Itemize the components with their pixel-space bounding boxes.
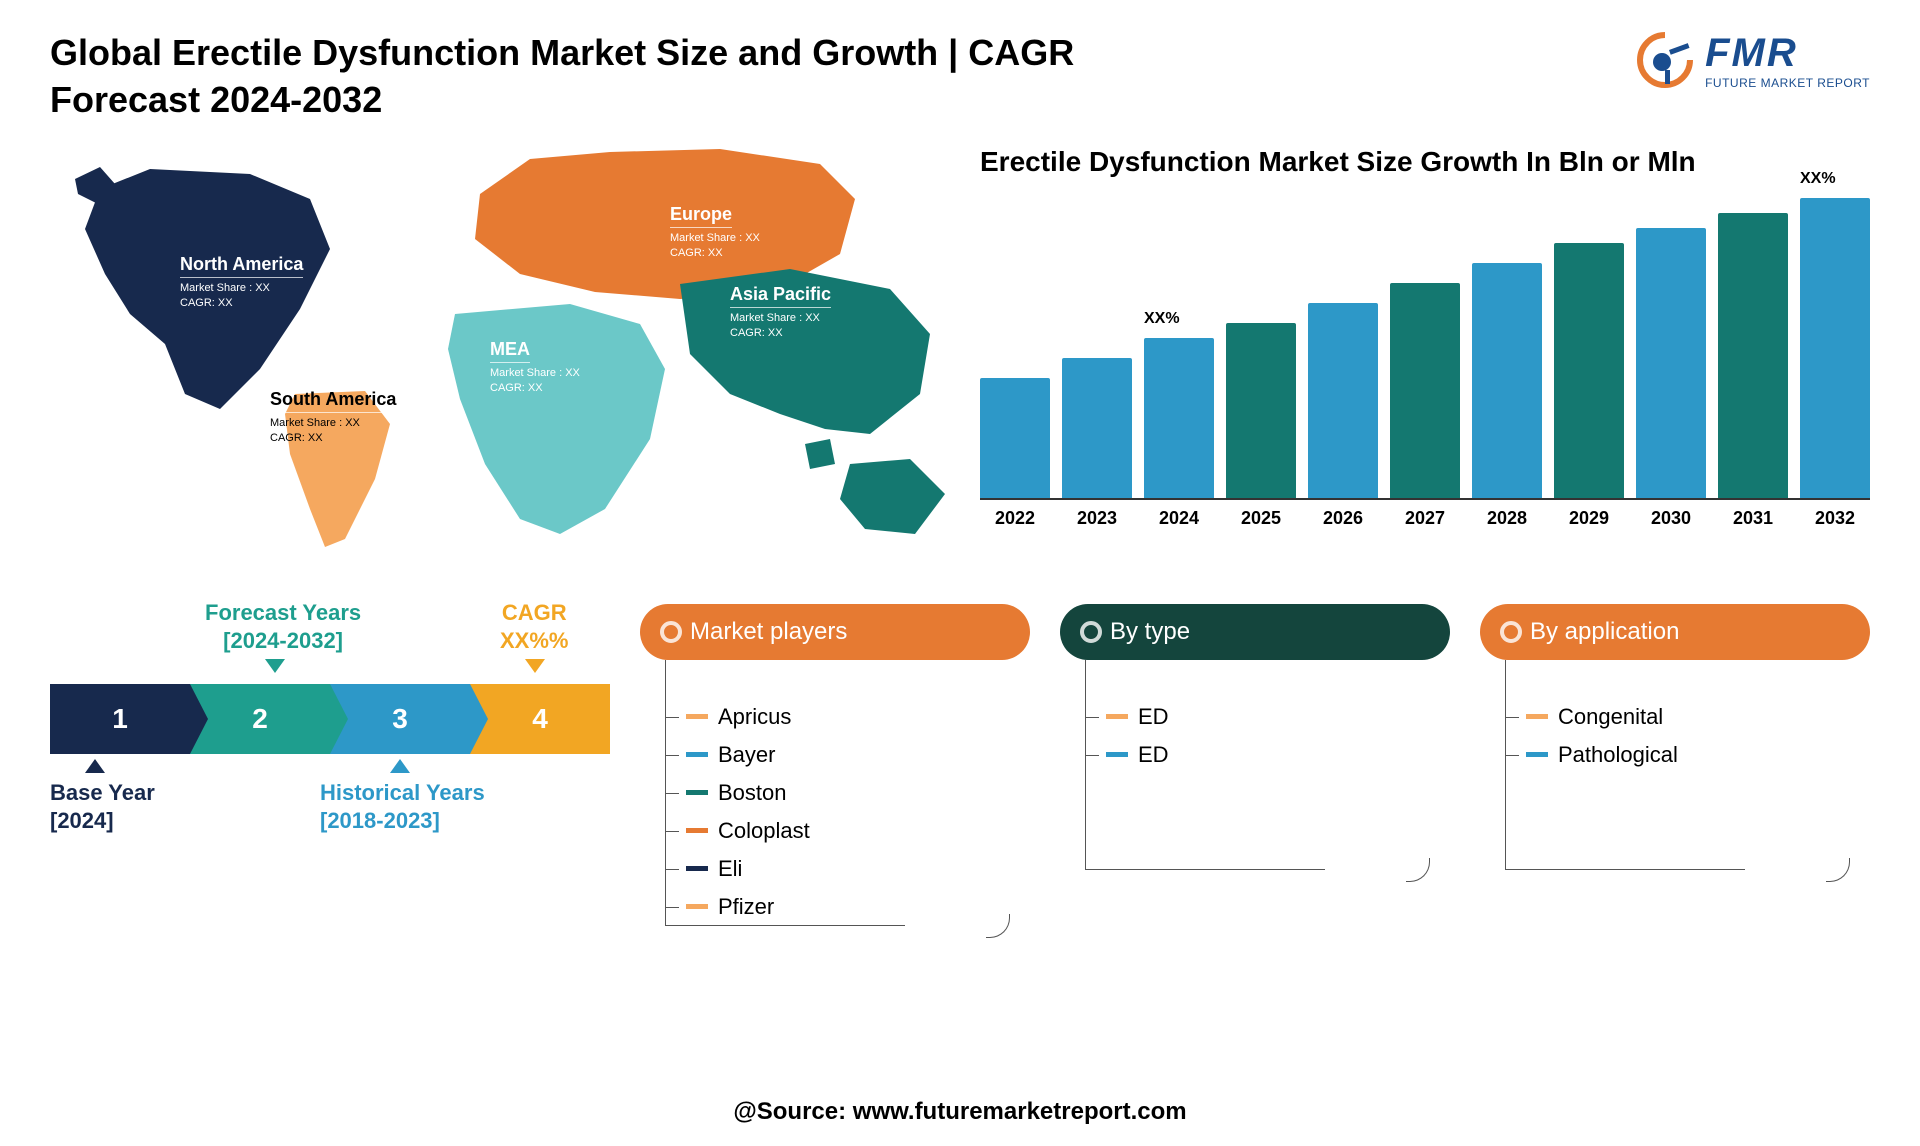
category-header-players: Market players [640,604,1030,660]
category-header-type: By type [1060,604,1450,660]
cat-dash-icon [686,866,708,871]
region-label-mea: MEAMarket Share : XXCAGR: XX [490,339,580,397]
bar-year-2028: 2028 [1472,508,1542,529]
world-map: North AmericaMarket Share : XXCAGR: XX So… [50,144,940,564]
cat-dash-icon [686,752,708,757]
region-label-na: North AmericaMarket Share : XXCAGR: XX [180,254,303,312]
cat-item-players-0: Apricus [666,698,1030,736]
cat-item-players-5: Pfizer [666,888,1030,926]
cat-item-label: ED [1138,742,1169,768]
bar-year-2025: 2025 [1226,508,1296,529]
cat-item-players-1: Bayer [666,736,1030,774]
cat-dash-icon [1526,714,1548,719]
category-header-application: By application [1480,604,1870,660]
cat-item-type-1: ED [1086,736,1450,774]
bar-2028 [1472,263,1542,498]
category-list-type: ED ED [1085,690,1450,870]
bar-2029 [1554,243,1624,498]
source-text: @Source: www.futuremarketreport.com [733,1098,1186,1126]
cat-item-label: Pfizer [718,894,774,920]
logo-sub-text: FUTURE MARKET REPORT [1705,76,1870,90]
cat-item-label: Apricus [718,704,791,730]
cat-dash-icon [1106,752,1128,757]
category-type: By type ED ED [1060,604,1450,926]
cat-item-label: ED [1138,704,1169,730]
cat-dash-icon [686,904,708,909]
bar-2024: XX% [1144,338,1214,498]
timeline-seg-4: 4 [470,684,610,754]
bar-2026 [1308,303,1378,498]
bar-2030 [1636,228,1706,498]
cat-dash-icon [686,714,708,719]
cat-item-label: Bayer [718,742,775,768]
timeline-seg-3: 3 [330,684,470,754]
bar-2027 [1390,283,1460,498]
cat-item-label: Coloplast [718,818,810,844]
cat-item-label: Congenital [1558,704,1663,730]
bar-annotation-2032: XX% [1800,170,1836,188]
cat-item-type-0: ED [1086,698,1450,736]
bar-year-2022: 2022 [980,508,1050,529]
base-year-label: Base Year [2024] [50,779,155,836]
chart-title: Erectile Dysfunction Market Size Growth … [980,144,1870,180]
timeline: Forecast Years [2024-2032] CAGR XX%% 123… [50,604,610,754]
category-players: Market players Apricus Bayer Boston Coloplas… [640,604,1030,926]
bar-annotation-2024: XX% [1144,310,1180,328]
cat-dash-icon [1526,752,1548,757]
cat-item-players-2: Boston [666,774,1030,812]
cat-dash-icon [686,790,708,795]
bar-2023 [1062,358,1132,498]
category-list-players: Apricus Bayer Boston Coloplast Eli Pfizer [665,690,1030,926]
fmr-logo-icon [1635,30,1695,90]
cat-item-label: Eli [718,856,742,882]
region-label-sa: South AmericaMarket Share : XXCAGR: XX [270,389,396,447]
bar-year-2023: 2023 [1062,508,1132,529]
fmr-logo: FMR FUTURE MARKET REPORT [1635,30,1870,90]
category-application: By application Congenital Pathological [1480,604,1870,926]
bar-2025 [1226,323,1296,498]
region-label-ap: Asia PacificMarket Share : XXCAGR: XX [730,284,831,342]
bar-year-2024: 2024 [1144,508,1214,529]
bar-year-2026: 2026 [1308,508,1378,529]
bar-2032: XX% [1800,198,1870,498]
region-label-eu: EuropeMarket Share : XXCAGR: XX [670,204,760,262]
bar-year-2031: 2031 [1718,508,1788,529]
bar-year-2027: 2027 [1390,508,1460,529]
category-list-application: Congenital Pathological [1505,690,1870,870]
cat-item-label: Boston [718,780,787,806]
bar-2022 [980,378,1050,498]
logo-fmr-text: FMR [1705,31,1870,76]
cat-dash-icon [1106,714,1128,719]
bar-year-2030: 2030 [1636,508,1706,529]
cat-item-application-1: Pathological [1506,736,1870,774]
historical-years-label: Historical Years [2018-2023] [320,779,485,836]
cat-item-players-4: Eli [666,850,1030,888]
forecast-years-label: Forecast Years [2024-2032] [205,599,361,656]
cagr-label: CAGR XX%% [500,599,568,656]
growth-bar-chart: Erectile Dysfunction Market Size Growth … [980,144,1870,564]
cat-item-application-0: Congenital [1506,698,1870,736]
cat-item-label: Pathological [1558,742,1678,768]
cat-dash-icon [686,828,708,833]
bar-year-2029: 2029 [1554,508,1624,529]
cat-item-players-3: Coloplast [666,812,1030,850]
bar-year-2032: 2032 [1800,508,1870,529]
bar-2031 [1718,213,1788,498]
timeline-seg-1: 1 [50,684,190,754]
region-mea [440,299,670,544]
timeline-seg-2: 2 [190,684,330,754]
page-title: Global Erectile Dysfunction Market Size … [50,30,1150,124]
